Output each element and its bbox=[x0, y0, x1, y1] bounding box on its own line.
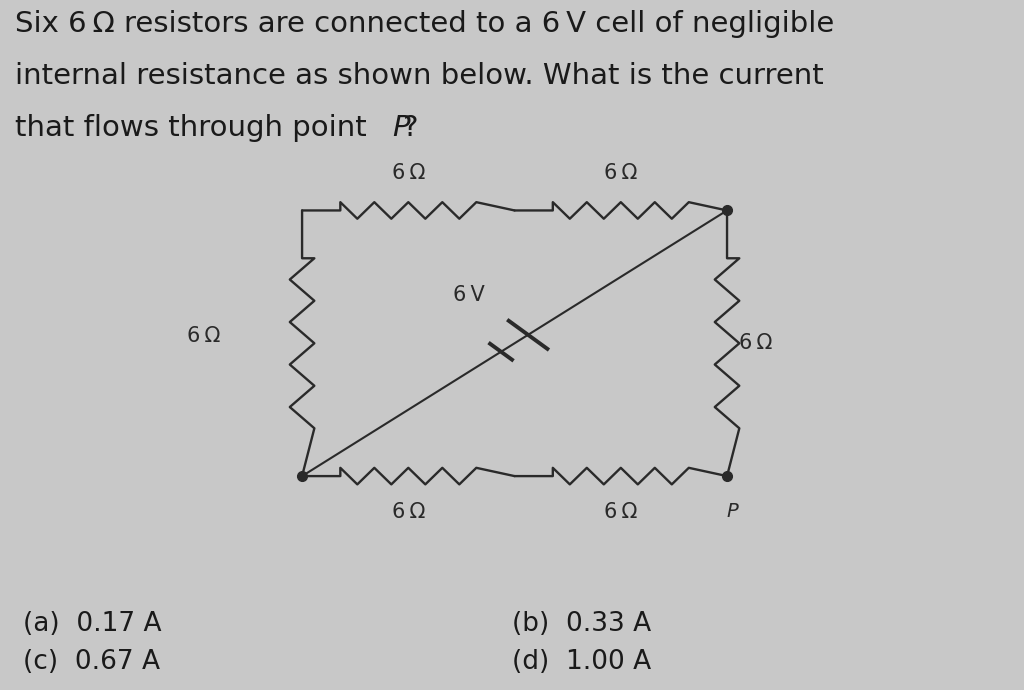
Text: P: P bbox=[726, 502, 738, 522]
Text: that flows through point: that flows through point bbox=[15, 114, 377, 142]
Text: P: P bbox=[392, 114, 410, 142]
Text: (a)  0.17 A: (a) 0.17 A bbox=[23, 611, 161, 637]
Text: 6 Ω: 6 Ω bbox=[604, 163, 638, 183]
Text: (b)  0.33 A: (b) 0.33 A bbox=[512, 611, 651, 637]
Text: 6 Ω: 6 Ω bbox=[186, 326, 220, 346]
Text: 6 Ω: 6 Ω bbox=[391, 502, 425, 522]
Text: Six 6 Ω resistors are connected to a 6 V cell of negligible: Six 6 Ω resistors are connected to a 6 V… bbox=[15, 10, 835, 39]
Text: 6 Ω: 6 Ω bbox=[604, 502, 638, 522]
Text: internal resistance as shown below. What is the current: internal resistance as shown below. What… bbox=[15, 62, 824, 90]
Text: 6 Ω: 6 Ω bbox=[391, 163, 425, 183]
Text: (c)  0.67 A: (c) 0.67 A bbox=[23, 649, 160, 675]
Text: 6 Ω: 6 Ω bbox=[739, 333, 773, 353]
Text: ?: ? bbox=[402, 114, 418, 142]
Text: (d)  1.00 A: (d) 1.00 A bbox=[512, 649, 651, 675]
Text: 6 V: 6 V bbox=[453, 286, 484, 305]
